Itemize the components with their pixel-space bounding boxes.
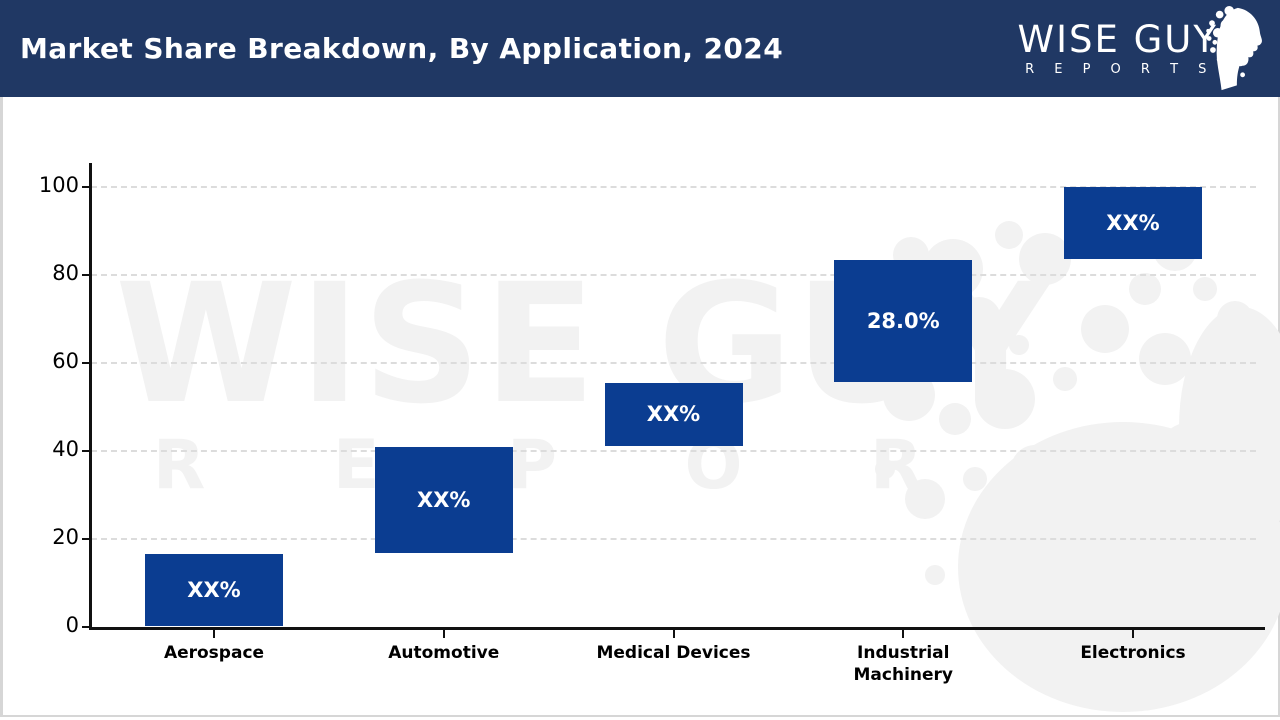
watermark-face-dots-icon xyxy=(845,205,1280,712)
header: Market Share Breakdown, By Application, … xyxy=(0,0,1280,97)
gridline xyxy=(91,186,1256,188)
gridline xyxy=(91,538,1256,540)
y-tick xyxy=(82,450,91,452)
bar-value-label: 28.0% xyxy=(866,308,940,333)
y-tick-label: 100 xyxy=(38,173,79,197)
bar-medical-devices: XX% xyxy=(604,382,743,446)
bottom-rule xyxy=(0,715,1280,717)
y-tick-label: 80 xyxy=(52,261,79,285)
x-tick-label: Aerospace xyxy=(163,643,265,663)
x-tick-label: Electronics xyxy=(1080,643,1186,663)
x-tick xyxy=(672,629,675,638)
y-tick-label: 0 xyxy=(65,613,79,637)
bar-value-label: XX% xyxy=(1106,210,1160,235)
y-tick-label: 60 xyxy=(52,349,79,373)
y-tick-label: 20 xyxy=(52,525,79,549)
x-tick xyxy=(902,629,905,638)
logo-sub-text: R E P O R T S xyxy=(1025,61,1215,77)
bar-value-label: XX% xyxy=(187,578,241,603)
x-tick-label: Industrial Machinery xyxy=(853,643,954,686)
logo-brand-text: WISE GUY xyxy=(1017,17,1218,61)
logo-text: WISE GUY R E P O R T S xyxy=(1018,21,1218,77)
gridline xyxy=(91,450,1256,452)
gridline xyxy=(91,274,1256,276)
x-tick-label: Medical Devices xyxy=(596,643,751,663)
x-tick xyxy=(213,629,215,638)
x-tick xyxy=(442,629,445,638)
wise-guy-logo: WISE GUY R E P O R T S xyxy=(1018,5,1280,93)
bar-value-label: XX% xyxy=(646,402,701,427)
bar-aerospace: XX% xyxy=(145,554,283,626)
x-axis-line xyxy=(89,627,1265,630)
y-tick-label: 40 xyxy=(52,437,79,461)
bar-automotive: XX% xyxy=(374,446,513,554)
x-tick-label: Automotive xyxy=(388,643,500,663)
y-tick xyxy=(82,626,91,628)
bar-value-label: XX% xyxy=(417,487,471,512)
y-tick xyxy=(82,538,91,540)
chart-title: Market Share Breakdown, By Application, … xyxy=(20,32,784,65)
logo-face-icon xyxy=(1206,5,1262,90)
chart-area: WISE GUY R E P O R T S 0 20 40 60 80 100 XX% Ae… xyxy=(0,97,1280,715)
y-tick xyxy=(82,362,91,364)
y-tick xyxy=(82,274,91,276)
y-tick xyxy=(82,186,91,188)
bar-electronics: XX% xyxy=(1064,187,1202,259)
bar-industrial-machinery: 28.0% xyxy=(834,259,973,382)
gridline xyxy=(91,362,1256,364)
x-tick xyxy=(1132,629,1134,638)
y-axis-line xyxy=(89,163,92,630)
